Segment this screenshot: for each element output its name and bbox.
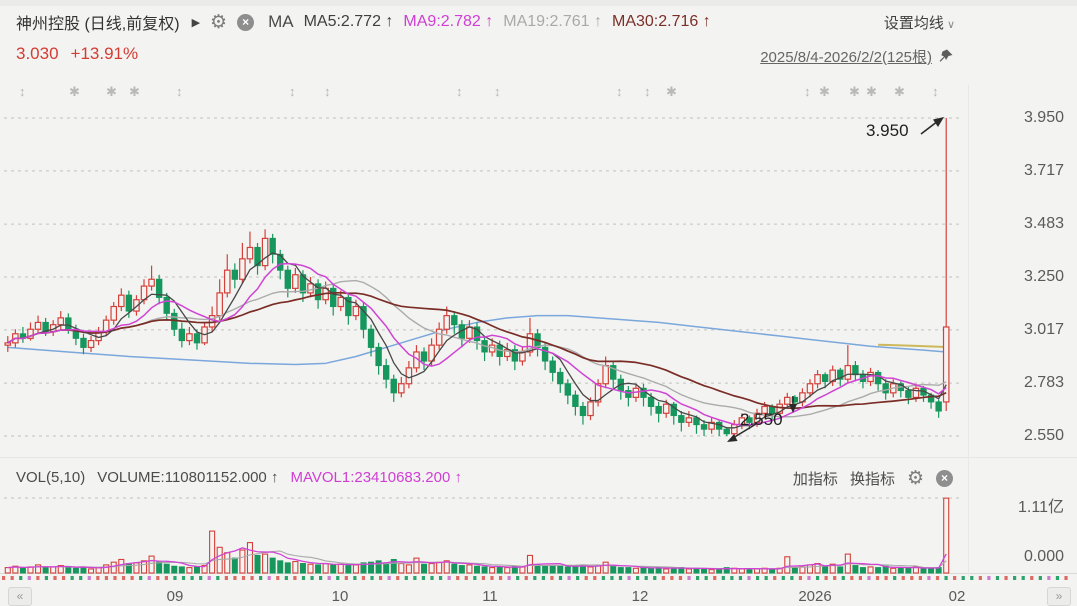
price-axis-label: 3.017 <box>1023 320 1064 338</box>
event-star-icon[interactable]: ✱ <box>866 84 877 99</box>
event-star-icon[interactable]: ✱ <box>106 84 117 99</box>
ma30-up-arrow-icon: ↑ <box>702 13 711 30</box>
price-axis-label: 3.717 <box>1023 161 1064 179</box>
event-star-icon[interactable]: ✱ <box>129 84 140 99</box>
ma19-value: MA19:2.761 ↑ <box>503 13 602 30</box>
ma-settings-button[interactable]: 设置均线 ∨ <box>883 15 955 32</box>
date-range-link[interactable]: 2025/8/4-2026/2/2(125根) <box>760 49 932 66</box>
stock-title: 神州控股 (日线,前复权) <box>16 16 180 33</box>
time-axis-label: 09 <box>166 588 184 605</box>
event-updown-icon[interactable]: ↕ <box>644 84 651 99</box>
ma19-up-arrow-icon: ↑ <box>594 13 602 30</box>
collapse-arrow-icon[interactable]: ▶ <box>191 16 201 29</box>
vol-indicator-label: VOL(5,10) <box>16 469 86 486</box>
event-updown-icon[interactable]: ↕ <box>932 84 939 99</box>
event-star-icon[interactable]: ✱ <box>666 84 677 99</box>
close-icon[interactable]: × <box>237 13 255 31</box>
time-axis-label: 2026 <box>798 588 832 605</box>
price-axis-label: 2.783 <box>1023 374 1064 392</box>
price-axis-label: 3.250 <box>1023 268 1064 285</box>
price-axis-label: 3.950 <box>1023 109 1064 126</box>
event-updown-icon[interactable]: ↕ <box>176 84 183 99</box>
volume-value: VOLUME:110801152.000 ↑ <box>97 469 279 486</box>
time-axis-label: 12 <box>631 588 649 605</box>
axis-divider <box>968 85 969 577</box>
event-updown-icon[interactable]: ↕ <box>616 84 623 99</box>
scroll-right-button[interactable]: » <box>1047 587 1071 606</box>
time-axis-label: 02 <box>948 588 966 605</box>
event-star-icon[interactable]: ✱ <box>819 84 830 99</box>
price-axis-label: 2.550 <box>1023 427 1064 444</box>
mavol1-value: MAVOL1:23410683.200 ↑ <box>290 469 462 486</box>
scroll-left-button[interactable]: « <box>8 587 32 606</box>
pin-icon[interactable] <box>938 49 953 64</box>
event-updown-icon[interactable]: ↕ <box>456 84 463 99</box>
add-indicator-button[interactable]: 加指标 <box>792 471 838 488</box>
ma5-value: MA5:2.772 ↑ <box>303 13 394 30</box>
event-updown-icon[interactable]: ↕ <box>804 84 811 99</box>
event-updown-icon[interactable]: ↕ <box>289 84 296 99</box>
ma9-up-arrow-icon: ↑ <box>485 13 494 30</box>
annotation-low-price[interactable]: 2.550 <box>740 410 783 429</box>
date-range-group: 2025/8/4-2026/2/2(125根) <box>760 46 953 67</box>
change-percent: +13.91% <box>70 44 139 63</box>
volume-header-tools: 加指标 换指标 ⚙ × <box>793 468 953 489</box>
volume-axis-label: 1.11亿 <box>1018 499 1064 516</box>
event-updown-icon[interactable]: ↕ <box>494 84 501 99</box>
switch-indicator-button[interactable]: 换指标 <box>849 471 895 488</box>
volume-header: VOL(5,10) VOLUME:110801152.000 ↑ MAVOL1:… <box>16 469 462 486</box>
price-readout: 3.030 +13.91% <box>16 44 138 64</box>
volume-gear-icon[interactable]: ⚙ <box>906 468 924 489</box>
event-updown-icon[interactable]: ↕ <box>324 84 331 99</box>
volume-up-arrow-icon: ↑ <box>270 469 279 486</box>
ma5-up-arrow-icon: ↑ <box>385 13 394 30</box>
top-strip <box>0 0 1077 6</box>
event-updown-icon[interactable]: ↕ <box>19 84 26 99</box>
ma-group-label: MA <box>268 12 294 31</box>
last-price: 3.030 <box>16 44 59 63</box>
price-axis-label: 3.483 <box>1023 215 1064 233</box>
annotation-high-price[interactable]: 3.950 <box>866 121 909 140</box>
ma9-value: MA9:2.782 ↑ <box>403 13 494 30</box>
event-star-icon[interactable]: ✱ <box>894 84 905 99</box>
event-star-icon[interactable]: ✱ <box>849 84 860 99</box>
ma30-value: MA30:2.716 ↑ <box>612 13 711 30</box>
time-axis-label: 11 <box>482 588 498 605</box>
volume-axis-label: 0.000 <box>1023 548 1064 565</box>
chevron-down-icon: ∨ <box>946 19 955 31</box>
chart-header: 神州控股 (日线,前复权) ▶ ⚙ × MA MA5:2.772 ↑ MA9:2… <box>16 10 711 34</box>
mavol1-up-arrow-icon: ↑ <box>454 469 462 486</box>
time-axis-label: 10 <box>331 588 349 605</box>
event-star-icon[interactable]: ✱ <box>69 84 80 99</box>
gear-icon[interactable]: ⚙ <box>210 11 228 33</box>
panel-divider <box>0 457 1077 458</box>
volume-close-icon[interactable]: × <box>936 470 953 487</box>
